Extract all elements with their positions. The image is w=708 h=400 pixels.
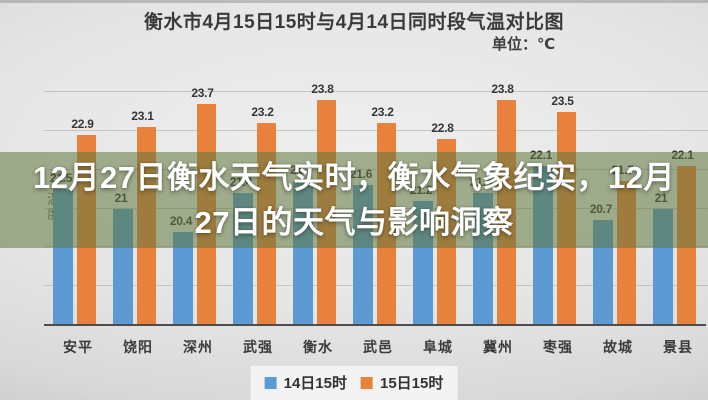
legend-swatch-icon: [264, 376, 277, 389]
category-label-景县: 景县: [663, 339, 693, 355]
bar-value-label: 23.8: [491, 82, 514, 96]
bar-value-label: 23.1: [131, 109, 154, 124]
x-axis-line: [44, 324, 706, 326]
legend-item-day14: 14日15时: [264, 372, 347, 393]
bar-value-label: 22.9: [71, 116, 94, 131]
category-label-武邑: 武邑: [363, 339, 393, 355]
category-label-枣强: 枣强: [543, 339, 573, 355]
bar-value-label: 23.2: [371, 105, 394, 120]
bar-value-label: 23.2: [251, 105, 274, 120]
category-label-深州: 深州: [183, 339, 213, 355]
legend-label: 15日15时: [380, 375, 444, 392]
gridline-23: [44, 130, 708, 131]
legend: 14日15时 15日15时: [250, 366, 458, 400]
category-label-冀州: 冀州: [483, 339, 513, 355]
overlay-title-line-2: 27日的天气与影响洞察: [194, 205, 514, 240]
unit-label: 单位：℃: [492, 36, 556, 53]
bar-day14-深州: [173, 231, 193, 325]
legend-label: 14日15时: [283, 375, 347, 392]
category-label-阜城: 阜城: [423, 339, 453, 355]
bar-value-label: 23.8: [311, 82, 334, 96]
legend-item-day15: 15日15时: [361, 372, 443, 393]
category-label-武强: 武强: [243, 339, 273, 355]
bar-value-label: 23.7: [191, 85, 214, 100]
gridline-19: [44, 285, 708, 287]
category-label-故城: 故城: [603, 339, 633, 355]
bar-value-label: 23.5: [551, 93, 574, 108]
category-label-饶阳: 饶阳: [123, 339, 153, 355]
category-label-衡水: 衡水: [303, 339, 333, 355]
overlay-title-line-1: 12月27日衡水天气实时，衡水气象纪实，12月: [33, 160, 675, 195]
chart-title: 衡水市4月15日15时与4月14日同时段气温对比图: [143, 12, 565, 33]
overlay-banner: 12月27日衡水天气实时，衡水气象纪实，12月 27日的天气与影响洞察: [0, 152, 708, 248]
legend-swatch-icon: [361, 376, 373, 389]
category-label-安平: 安平: [63, 339, 93, 355]
bar-value-label: 22.8: [431, 120, 454, 135]
gridline-24: [44, 91, 708, 93]
